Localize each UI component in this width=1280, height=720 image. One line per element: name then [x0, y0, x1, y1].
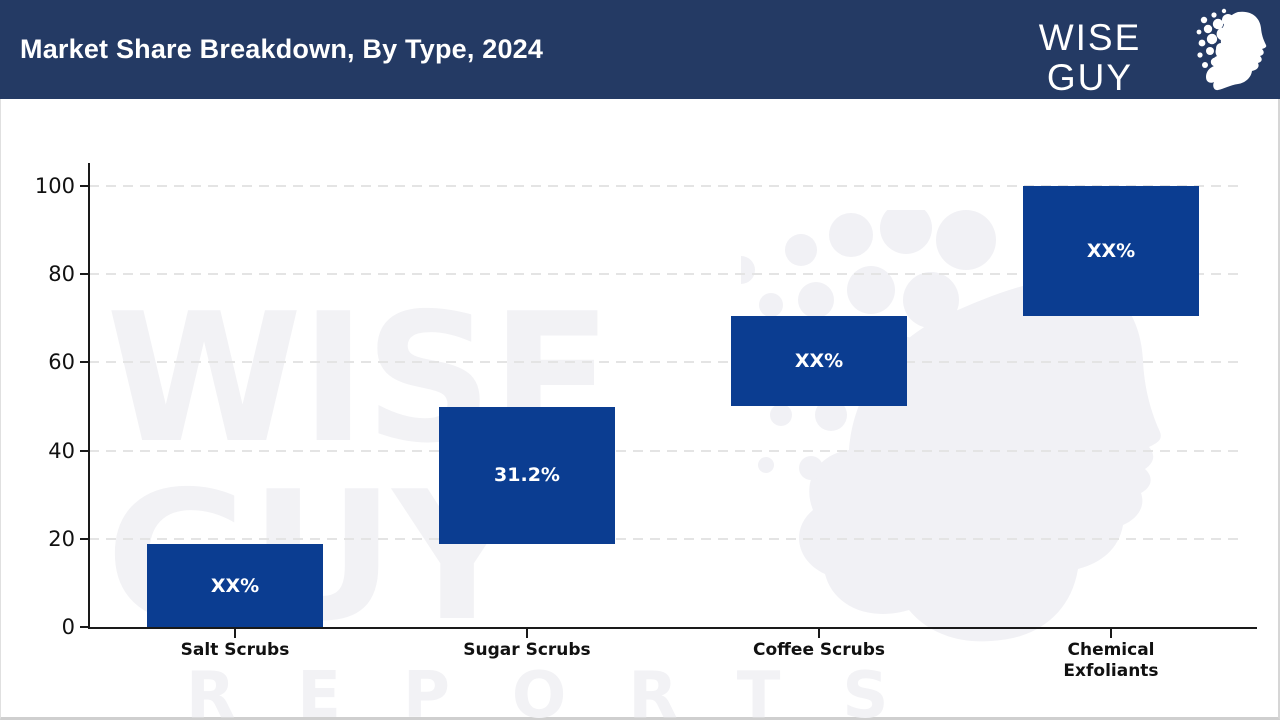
x-axis-tick	[234, 629, 236, 638]
gridline-y20	[89, 537, 1245, 540]
x-category-label: Chemical Exfoliants	[1063, 640, 1159, 681]
logo-head-icon	[1196, 8, 1267, 91]
y-axis-tick-label: 0	[61, 615, 75, 639]
logo-wordmark: WISE GUY	[1038, 17, 1142, 98]
gridline-y80	[89, 273, 1245, 276]
x-category-label: Salt Scrubs	[180, 640, 290, 660]
x-axis-tick	[1110, 629, 1112, 638]
y-axis-tick	[80, 537, 89, 540]
y-axis-tick-label: 40	[48, 438, 75, 463]
y-axis-tick-label: 20	[48, 526, 75, 551]
y-axis-tick-label: 60	[48, 350, 75, 375]
y-axis-tick	[80, 361, 89, 364]
gridline-y60	[89, 361, 1245, 364]
bar-value-label: XX%	[1086, 239, 1136, 262]
bar-value-label: XX%	[794, 350, 844, 373]
y-axis-tick	[80, 185, 89, 187]
x-category-label: Coffee Scrubs	[753, 640, 885, 660]
watermark-subtitle: REPORTS	[186, 659, 951, 720]
x-axis-tick	[526, 629, 528, 638]
y-axis-tick	[80, 449, 89, 452]
bar-chemical-exfoliants: XX%	[1023, 186, 1199, 316]
gridline-y100	[89, 185, 1245, 187]
gridline-y40	[89, 449, 1245, 452]
bar-salt-scrubs: XX%	[147, 544, 323, 627]
y-axis-tick-label: 100	[34, 174, 75, 198]
bar-sugar-scrubs: 31.2%	[439, 406, 615, 545]
watermark-head-icon	[741, 210, 1161, 642]
y-axis-tick	[80, 273, 89, 276]
x-category-label: Sugar Scrubs	[463, 640, 591, 660]
page-title: Market Share Breakdown, By Type, 2024	[20, 34, 544, 64]
x-axis-line	[88, 627, 1257, 629]
y-axis-tick-label: 80	[48, 262, 75, 287]
bar-coffee-scrubs: XX%	[731, 315, 907, 407]
header-bar: Market Share Breakdown, By Type, 2024 WI…	[0, 0, 1280, 116]
x-axis-tick	[818, 629, 820, 638]
y-axis-tick	[80, 626, 89, 628]
bar-value-label: 31.2%	[494, 464, 560, 487]
y-axis-line	[88, 163, 90, 629]
bar-value-label: XX%	[210, 574, 260, 597]
wise-guy-reports-logo: WISE GUY REPORTS	[1000, 6, 1268, 116]
